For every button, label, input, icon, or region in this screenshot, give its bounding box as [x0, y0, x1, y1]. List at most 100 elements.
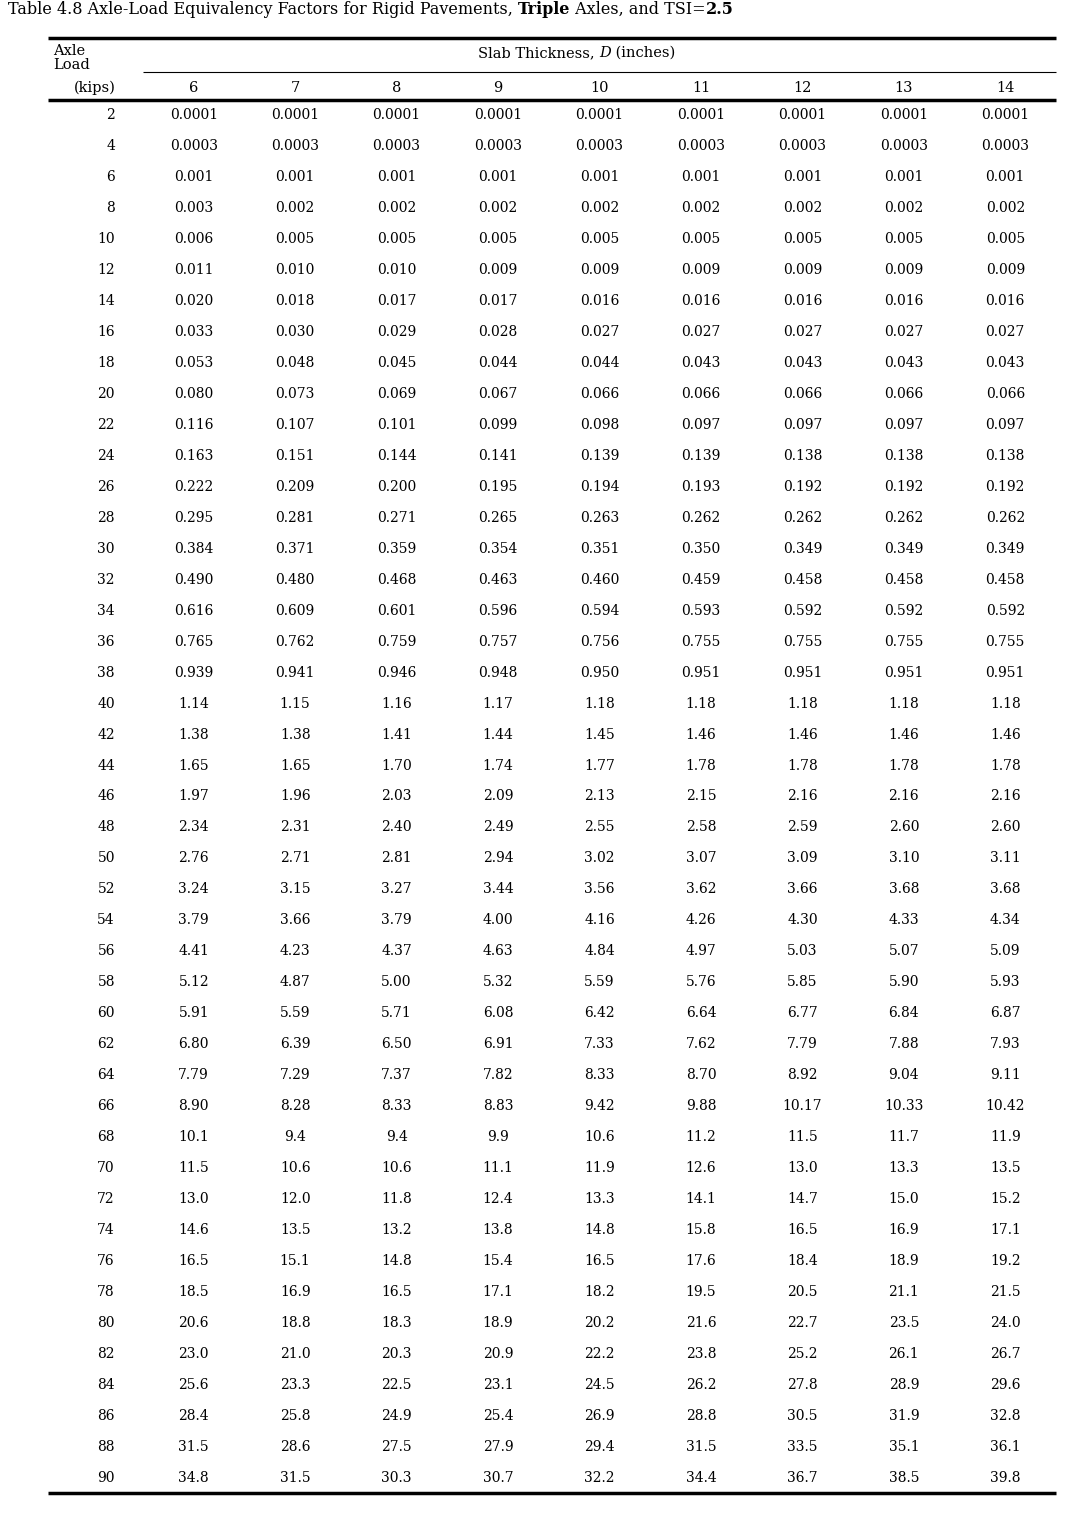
Text: 8.90: 8.90 — [178, 1098, 209, 1114]
Text: 0.941: 0.941 — [275, 665, 315, 680]
Text: 0.359: 0.359 — [377, 542, 417, 556]
Text: 0.354: 0.354 — [478, 542, 518, 556]
Text: 0.194: 0.194 — [580, 480, 620, 494]
Text: 68: 68 — [98, 1130, 115, 1144]
Text: 20.3: 20.3 — [381, 1347, 411, 1360]
Text: 4.84: 4.84 — [584, 944, 615, 959]
Text: 1.41: 1.41 — [381, 727, 412, 741]
Text: 0.066: 0.066 — [884, 386, 924, 401]
Text: 24.5: 24.5 — [584, 1377, 614, 1392]
Text: 0.005: 0.005 — [884, 232, 924, 247]
Text: 0.480: 0.480 — [275, 573, 315, 586]
Text: 36: 36 — [98, 635, 115, 648]
Text: 0.044: 0.044 — [580, 356, 620, 370]
Text: 26.2: 26.2 — [685, 1377, 716, 1392]
Text: 0.099: 0.099 — [478, 418, 518, 432]
Text: 7.79: 7.79 — [787, 1038, 817, 1051]
Text: 48: 48 — [98, 821, 115, 835]
Text: 18.4: 18.4 — [787, 1254, 817, 1268]
Text: 4.41: 4.41 — [178, 944, 209, 959]
Text: 19.5: 19.5 — [685, 1285, 716, 1298]
Text: 0.138: 0.138 — [986, 448, 1025, 464]
Text: 0.080: 0.080 — [174, 386, 214, 401]
Text: 0.017: 0.017 — [478, 294, 518, 308]
Text: 14.1: 14.1 — [685, 1192, 716, 1206]
Text: 1.70: 1.70 — [381, 759, 412, 773]
Text: 0.460: 0.460 — [580, 573, 620, 586]
Text: 0.066: 0.066 — [681, 386, 721, 401]
Text: Table 4.8 Axle-Load Equivalency Factors for Rigid Pavements,: Table 4.8 Axle-Load Equivalency Factors … — [8, 2, 518, 18]
Text: 0.097: 0.097 — [884, 418, 924, 432]
Text: 0.016: 0.016 — [681, 294, 721, 308]
Text: 24: 24 — [98, 448, 115, 464]
Text: 0.616: 0.616 — [174, 604, 214, 618]
Text: 21.0: 21.0 — [280, 1347, 310, 1360]
Text: 9.42: 9.42 — [584, 1098, 614, 1114]
Text: 1.96: 1.96 — [280, 789, 310, 803]
Text: 0.005: 0.005 — [986, 232, 1025, 247]
Text: 2: 2 — [106, 109, 115, 123]
Text: 20.9: 20.9 — [483, 1347, 513, 1360]
Text: 11.5: 11.5 — [178, 1160, 209, 1176]
Text: 3.79: 3.79 — [381, 914, 412, 927]
Text: 0.048: 0.048 — [275, 356, 315, 370]
Text: 7.29: 7.29 — [280, 1068, 310, 1082]
Text: 28.4: 28.4 — [178, 1409, 209, 1423]
Text: 0.295: 0.295 — [174, 511, 214, 524]
Text: 64: 64 — [98, 1068, 115, 1082]
Text: 1.78: 1.78 — [888, 759, 919, 773]
Text: 0.005: 0.005 — [478, 232, 518, 247]
Text: 3.79: 3.79 — [178, 914, 209, 927]
Text: 0.069: 0.069 — [377, 386, 417, 401]
Text: 0.002: 0.002 — [580, 201, 619, 215]
Text: 9.04: 9.04 — [888, 1068, 919, 1082]
Text: 2.34: 2.34 — [178, 821, 209, 835]
Text: 0.463: 0.463 — [478, 573, 518, 586]
Text: 4.00: 4.00 — [482, 914, 513, 927]
Text: 0.116: 0.116 — [174, 418, 214, 432]
Text: 25.8: 25.8 — [280, 1409, 310, 1423]
Text: 0.016: 0.016 — [580, 294, 620, 308]
Text: 8.92: 8.92 — [787, 1068, 817, 1082]
Text: 0.097: 0.097 — [986, 418, 1025, 432]
Text: 0.151: 0.151 — [275, 448, 315, 464]
Text: 5.90: 5.90 — [888, 976, 919, 989]
Text: 0.107: 0.107 — [275, 418, 315, 432]
Text: 32.2: 32.2 — [584, 1471, 614, 1485]
Text: 44: 44 — [98, 759, 115, 773]
Text: 32.8: 32.8 — [990, 1409, 1020, 1423]
Text: 0.609: 0.609 — [276, 604, 315, 618]
Text: 0.001: 0.001 — [986, 170, 1025, 185]
Text: 0.002: 0.002 — [783, 201, 822, 215]
Text: 13.5: 13.5 — [280, 1223, 310, 1236]
Text: 0.016: 0.016 — [884, 294, 924, 308]
Text: 9.11: 9.11 — [990, 1068, 1020, 1082]
Text: 7.37: 7.37 — [381, 1068, 412, 1082]
Text: 0.005: 0.005 — [783, 232, 822, 247]
Text: 5.76: 5.76 — [685, 976, 716, 989]
Text: 0.265: 0.265 — [478, 511, 518, 524]
Text: 0.755: 0.755 — [884, 635, 924, 648]
Text: 6.42: 6.42 — [584, 1006, 614, 1020]
Text: 34.8: 34.8 — [178, 1471, 209, 1485]
Text: 2.60: 2.60 — [888, 821, 919, 835]
Text: 13.8: 13.8 — [482, 1223, 513, 1236]
Text: 24.0: 24.0 — [990, 1315, 1020, 1330]
Text: 33.5: 33.5 — [787, 1439, 817, 1453]
Text: 66: 66 — [98, 1098, 115, 1114]
Text: 0.0003: 0.0003 — [576, 139, 624, 153]
Text: 8.33: 8.33 — [381, 1098, 411, 1114]
Text: 0.592: 0.592 — [884, 604, 924, 618]
Text: 1.65: 1.65 — [178, 759, 209, 773]
Text: 0.192: 0.192 — [884, 480, 924, 494]
Text: 0.001: 0.001 — [275, 170, 315, 185]
Text: 36.1: 36.1 — [990, 1439, 1020, 1453]
Text: 13.3: 13.3 — [584, 1192, 614, 1206]
Text: 0.951: 0.951 — [884, 665, 924, 680]
Text: 0.200: 0.200 — [377, 480, 417, 494]
Text: 22.7: 22.7 — [787, 1315, 817, 1330]
Text: 38.5: 38.5 — [888, 1471, 919, 1485]
Text: 0.044: 0.044 — [478, 356, 518, 370]
Text: 50: 50 — [98, 851, 115, 865]
Text: 12: 12 — [794, 80, 812, 95]
